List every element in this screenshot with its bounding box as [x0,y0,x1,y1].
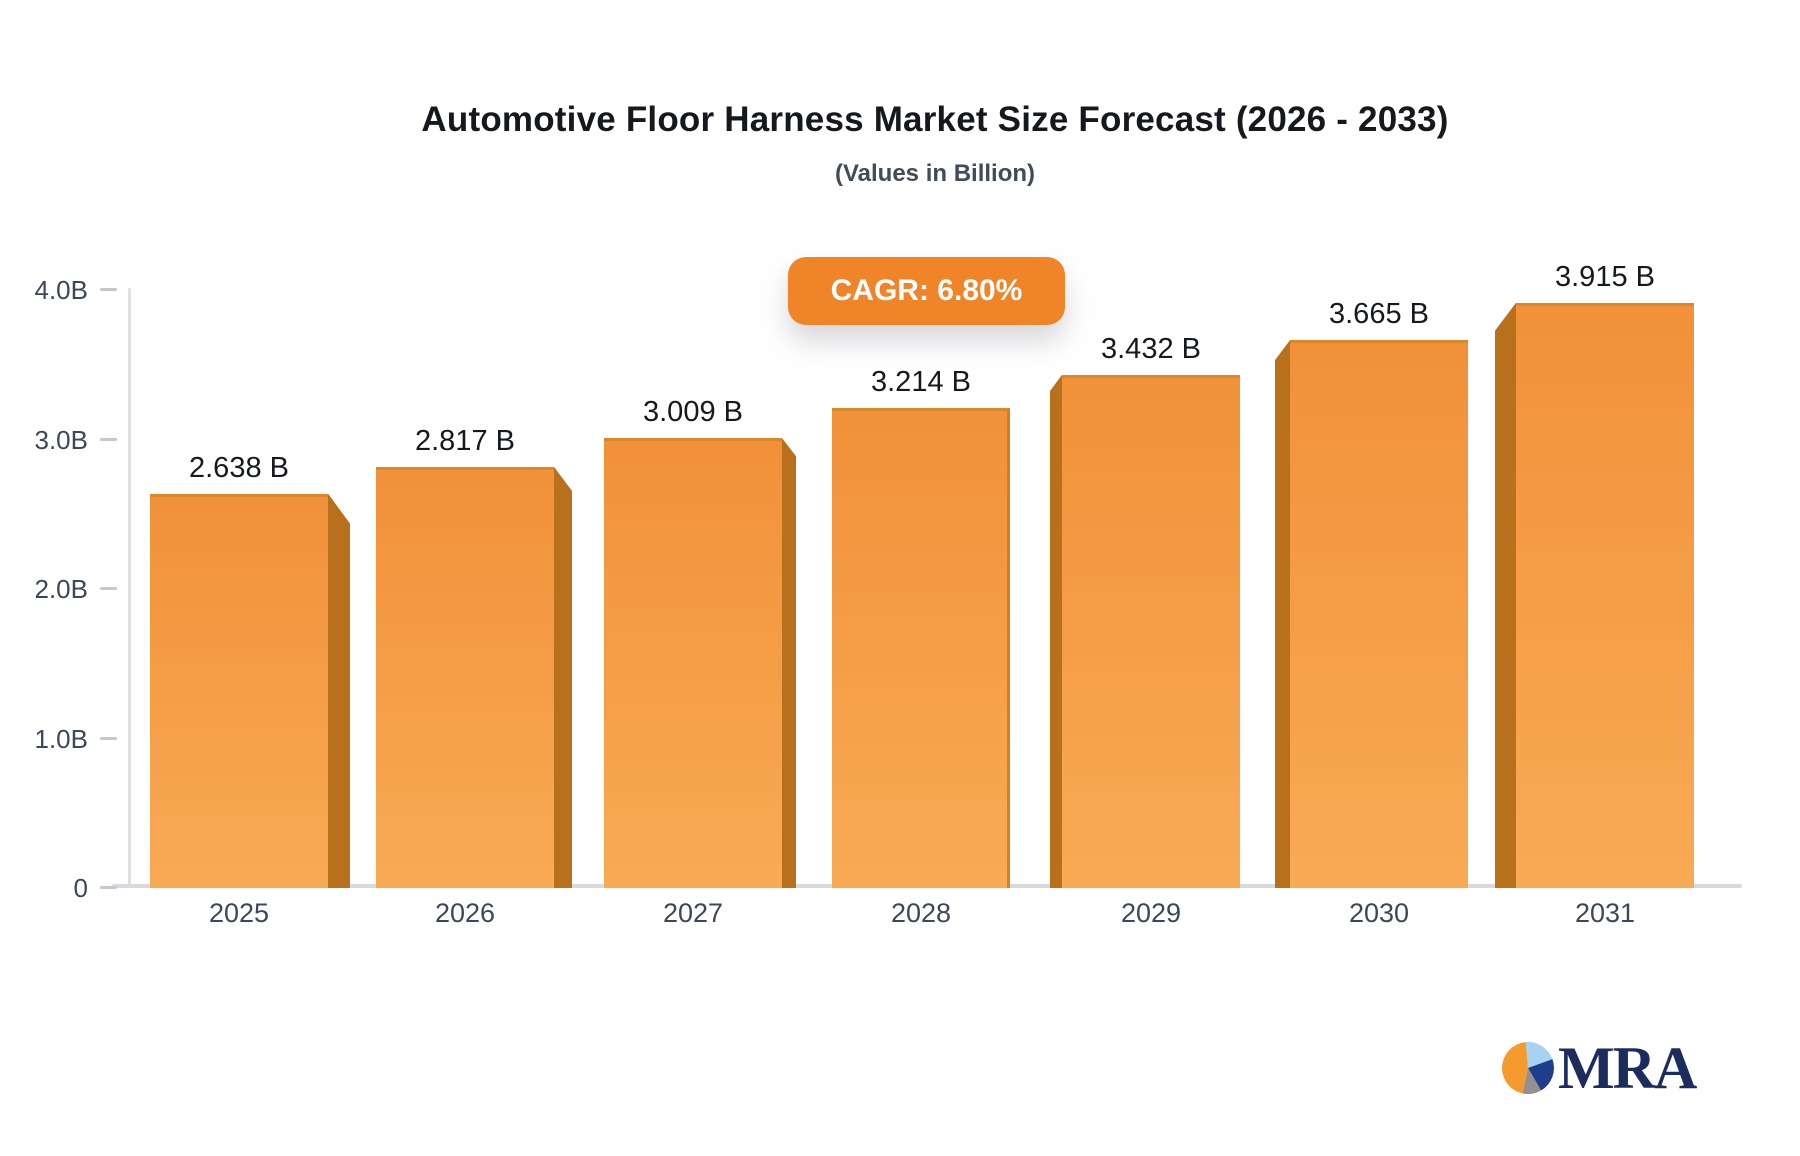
x-tick-label: 2030 [1348,898,1410,928]
y-tick-mark [100,437,117,441]
bar [1516,302,1694,888]
bar-value-label: 3.009 B [643,396,743,429]
y-tick-mark [100,288,117,291]
x-tick-label: 2027 [662,898,724,928]
cagr-badge-label: CAGR: 6.80% [830,274,1023,307]
bar [376,466,554,888]
chart-subtitle: (Values in Billion) [834,160,1036,187]
bar-value-label: 3.915 B [1555,260,1655,293]
bar-3d-side [1275,340,1290,888]
bar [832,407,1010,888]
bar [150,493,328,888]
x-tick-label: 2025 [208,898,270,928]
cagr-badge: CAGR: 6.80% [788,257,1065,325]
y-tick-mark [100,736,117,740]
y-tick-mark [100,886,117,889]
bar [604,438,782,888]
bar-3d-side [782,438,796,888]
bar-3d-side [554,466,572,888]
logo-text: MRA [1558,1035,1697,1101]
x-tick-label: 2031 [1574,898,1636,928]
x-tick-label: 2029 [1120,898,1182,928]
y-tick-label: 2.0B [34,574,89,604]
logo: MRA [1502,1035,1697,1101]
y-tick-label: 0 [73,873,88,903]
y-tick-mark [100,587,117,590]
y-axis-line [128,288,131,888]
bar-3d-side [1495,302,1516,888]
bar [1062,374,1240,888]
bar-value-label: 2.817 B [415,424,515,457]
bar-value-label: 3.214 B [871,365,971,398]
y-tick-label: 3.0B [34,424,89,455]
bar-value-label: 3.432 B [1101,332,1201,365]
bar-3d-side [1050,374,1062,888]
y-tick-label: 1.0B [34,723,89,754]
bar-3d-side [328,493,350,888]
y-tick-label: 4.0B [34,275,89,305]
bar [1290,340,1468,888]
x-tick-label: 2028 [890,898,952,928]
chart-title: Automotive Floor Harness Market Size For… [421,100,1449,139]
logo-pie-icon [1502,1042,1554,1094]
bar-value-label: 2.638 B [189,451,289,484]
bar-value-label: 3.665 B [1329,298,1429,331]
x-tick-label: 2026 [434,898,496,928]
